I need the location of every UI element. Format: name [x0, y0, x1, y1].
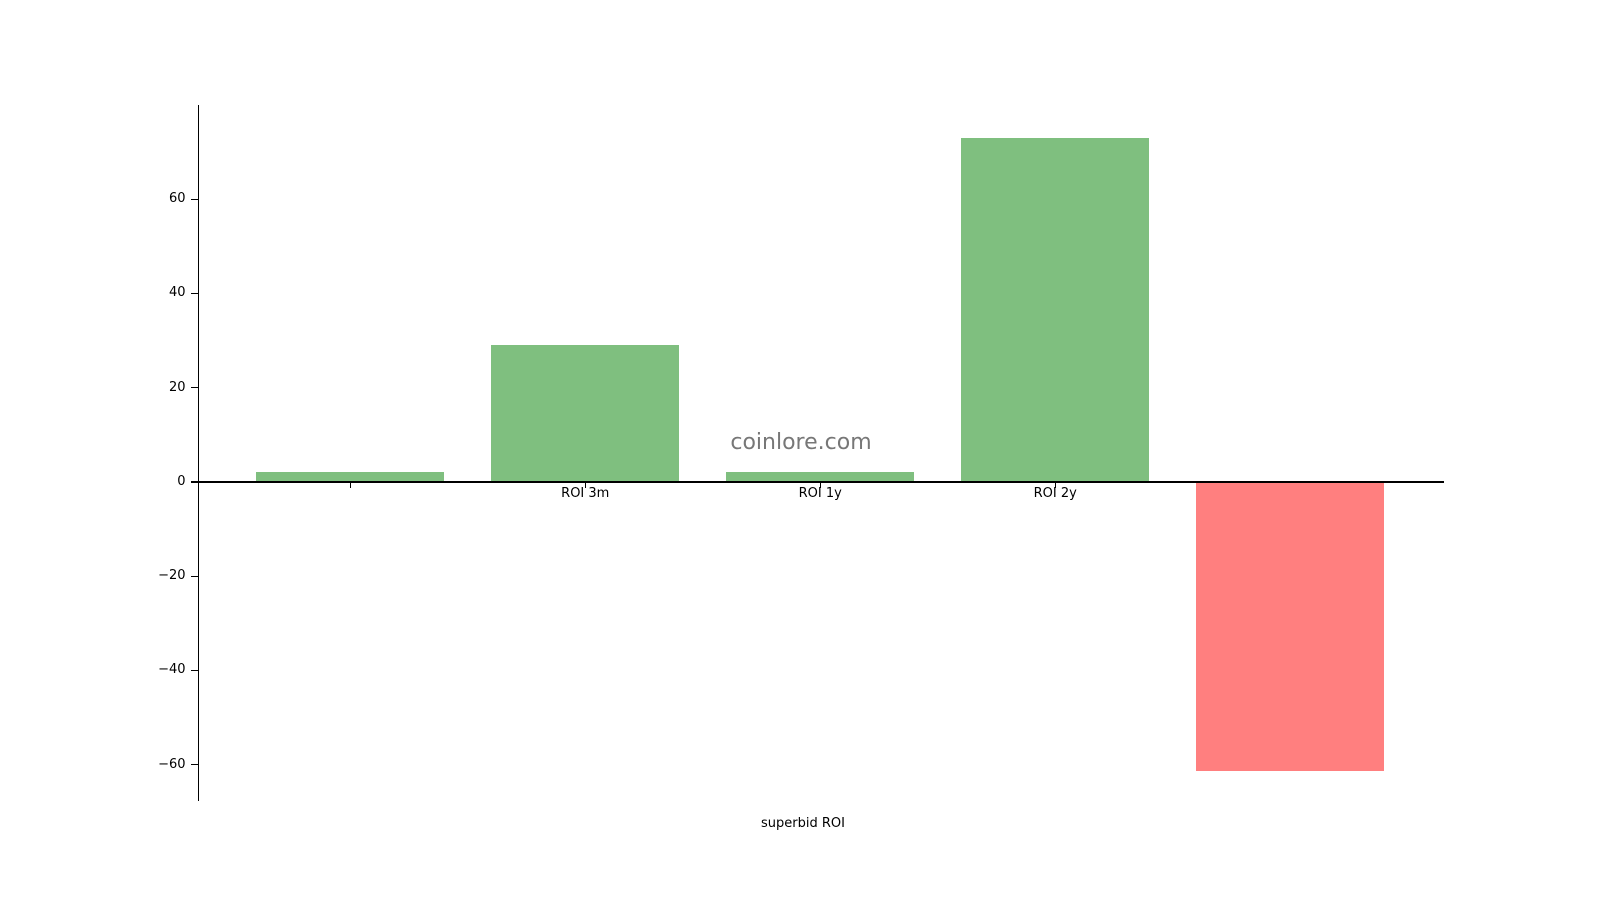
y-tick-label--40: −40: [158, 662, 186, 678]
y-tick-label-0: 0: [177, 473, 186, 489]
y-tick-label-40: 40: [168, 285, 186, 301]
x-tick-0: [349, 481, 351, 489]
x-tick-label-3: ROI 2y: [1033, 485, 1077, 501]
watermark: coinlore.com: [730, 430, 872, 455]
bar-4: [1196, 483, 1385, 771]
y-tick-label-20: 20: [168, 379, 186, 395]
y-tick-label--20: −20: [158, 568, 186, 584]
x-tick-3: [1054, 481, 1056, 489]
x-axis-line: [197, 481, 1444, 483]
bar-0: [256, 472, 445, 482]
y-tick--20: [190, 575, 198, 577]
y-tick--60: [190, 764, 198, 766]
bar-3: [961, 137, 1150, 482]
y-tick-label-60: 60: [168, 191, 186, 207]
bar-1: [491, 345, 680, 482]
y-tick-20: [190, 387, 198, 389]
y-tick-0: [190, 481, 198, 483]
x-tick-label-2: ROI 1y: [798, 485, 842, 501]
y-tick--40: [190, 669, 198, 672]
x-tick-label-1: ROI 3m: [561, 485, 610, 501]
bar-2: [726, 472, 915, 482]
y-axis-spine: [197, 105, 199, 801]
y-tick-label--60: −60: [158, 756, 186, 772]
x-tick-1: [584, 481, 586, 489]
y-tick-60: [190, 198, 198, 200]
x-tick-2: [819, 481, 821, 489]
y-tick-40: [190, 292, 198, 295]
x-axis-title: superbid ROI: [761, 816, 845, 831]
